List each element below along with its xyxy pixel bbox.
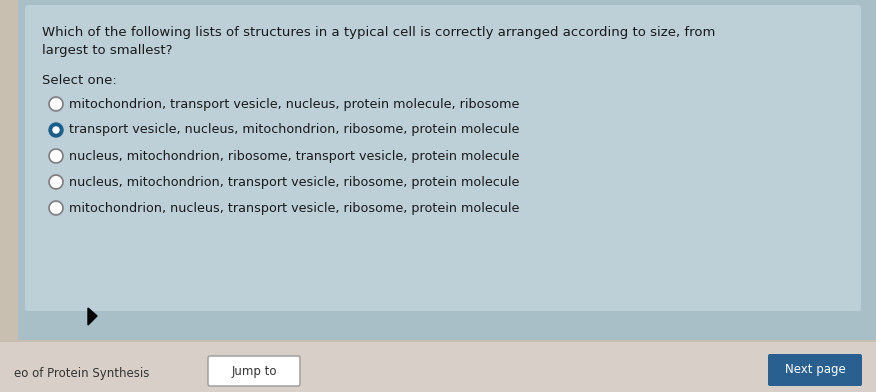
Text: largest to smallest?: largest to smallest? [42,44,173,57]
Circle shape [53,127,59,133]
Text: mitochondrion, transport vesicle, nucleus, protein molecule, ribosome: mitochondrion, transport vesicle, nucleu… [69,98,519,111]
Text: nucleus, mitochondrion, ribosome, transport vesicle, protein molecule: nucleus, mitochondrion, ribosome, transp… [69,149,519,163]
Bar [0,342,876,392]
Circle shape [49,97,63,111]
Bar [18,0,876,340]
Text: transport vesicle, nucleus, mitochondrion, ribosome, protein molecule: transport vesicle, nucleus, mitochondrio… [69,123,519,136]
Circle shape [49,175,63,189]
Text: Select one:: Select one: [42,74,117,87]
Circle shape [49,149,63,163]
Bar [0,0,876,18]
Text: Jump to: Jump to [231,365,277,377]
FancyBboxPatch shape [25,5,861,311]
FancyBboxPatch shape [208,356,300,386]
Text: eo of Protein Synthesis: eo of Protein Synthesis [14,368,150,381]
Polygon shape [88,308,97,325]
Text: mitochondrion, nucleus, transport vesicle, ribosome, protein molecule: mitochondrion, nucleus, transport vesicl… [69,201,519,214]
Text: nucleus, mitochondrion, transport vesicle, ribosome, protein molecule: nucleus, mitochondrion, transport vesicl… [69,176,519,189]
Circle shape [49,123,63,137]
Bar [0,0,18,392]
Circle shape [49,201,63,215]
Text: Next page: Next page [785,363,845,376]
FancyBboxPatch shape [768,354,862,386]
Text: Which of the following lists of structures in a typical cell is correctly arrang: Which of the following lists of structur… [42,26,716,39]
